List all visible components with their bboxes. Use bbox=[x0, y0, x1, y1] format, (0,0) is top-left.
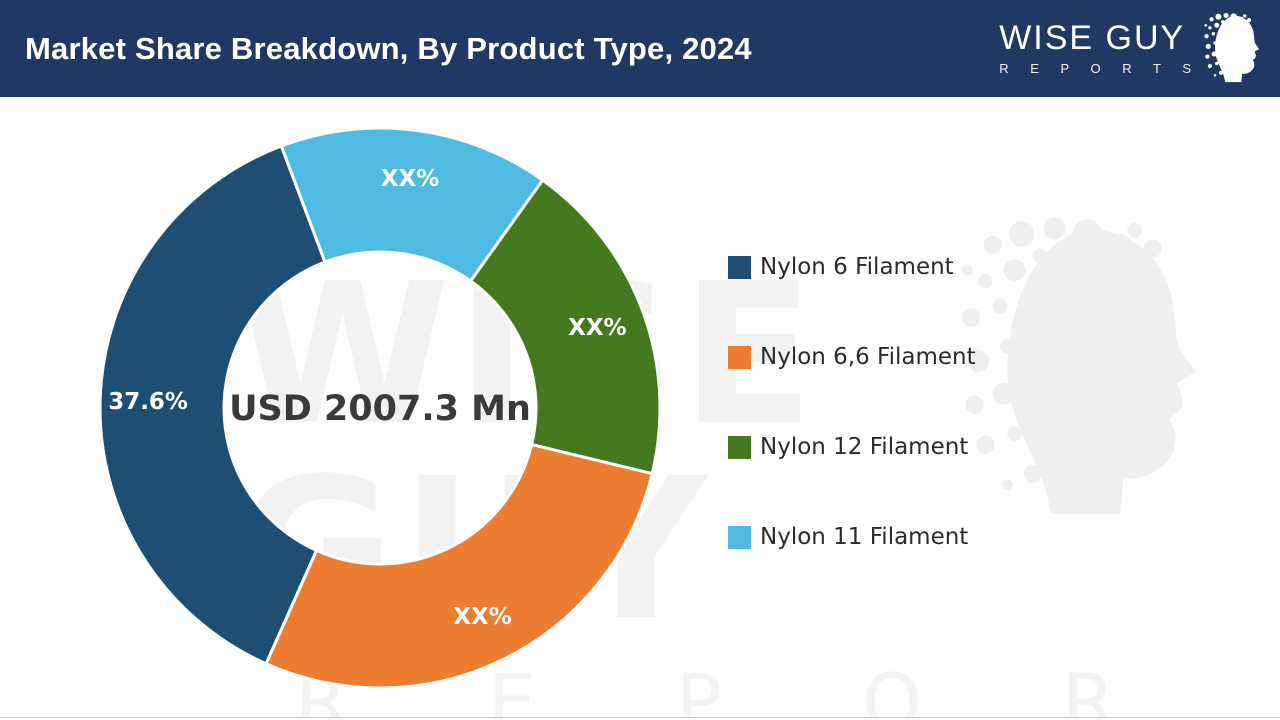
segment-value-label: XX% bbox=[568, 315, 627, 341]
segment-value-label: XX% bbox=[453, 604, 512, 630]
segment-value-label: 37.6% bbox=[108, 389, 188, 415]
donut-chart: 37.6% XX% XX% XX% USD 2007.3 Mn bbox=[97, 125, 663, 691]
wise-guy-logo: WISE GUY R E P O R T S bbox=[999, 12, 1260, 85]
legend-item: Nylon 12 Filament bbox=[728, 430, 976, 464]
legend-swatch-icon bbox=[728, 525, 751, 549]
donut-segment bbox=[279, 126, 545, 283]
legend-item: Nylon 6 Filament bbox=[728, 250, 976, 284]
legend-swatch-icon bbox=[728, 435, 751, 459]
bottom-border bbox=[0, 717, 1280, 720]
donut-segment bbox=[98, 144, 327, 666]
page-title: Market Share Breakdown, By Product Type,… bbox=[25, 30, 752, 66]
header-bar: Market Share Breakdown, By Product Type,… bbox=[0, 0, 1280, 97]
legend-label: Nylon 6 Filament bbox=[760, 254, 954, 280]
legend-item: Nylon 11 Filament bbox=[728, 520, 976, 554]
legend-swatch-icon bbox=[728, 345, 751, 369]
logo-face-icon bbox=[1204, 12, 1260, 82]
legend-label: Nylon 12 Filament bbox=[760, 434, 969, 460]
logo-subtitle: R E P O R T S bbox=[999, 61, 1200, 76]
legend-item: Nylon 6,6 Filament bbox=[728, 340, 976, 374]
logo-wordmark: WISE GUY bbox=[999, 19, 1186, 57]
donut-segment bbox=[264, 443, 654, 690]
legend-label: Nylon 11 Filament bbox=[760, 524, 969, 550]
watermark-face-icon bbox=[961, 217, 1197, 514]
legend-swatch-icon bbox=[728, 255, 751, 279]
legend-label: Nylon 6,6 Filament bbox=[760, 344, 976, 370]
legend: Nylon 6 Filament Nylon 6,6 Filament Nylo… bbox=[728, 250, 976, 554]
donut-segment bbox=[469, 178, 662, 476]
chart-area: WISE GUY R E P O R T S 37.6%XX%XX%XX%USD… bbox=[0, 97, 1280, 720]
center-value: USD 2007.3 Mn bbox=[229, 389, 531, 429]
segment-value-label: XX% bbox=[381, 166, 440, 192]
